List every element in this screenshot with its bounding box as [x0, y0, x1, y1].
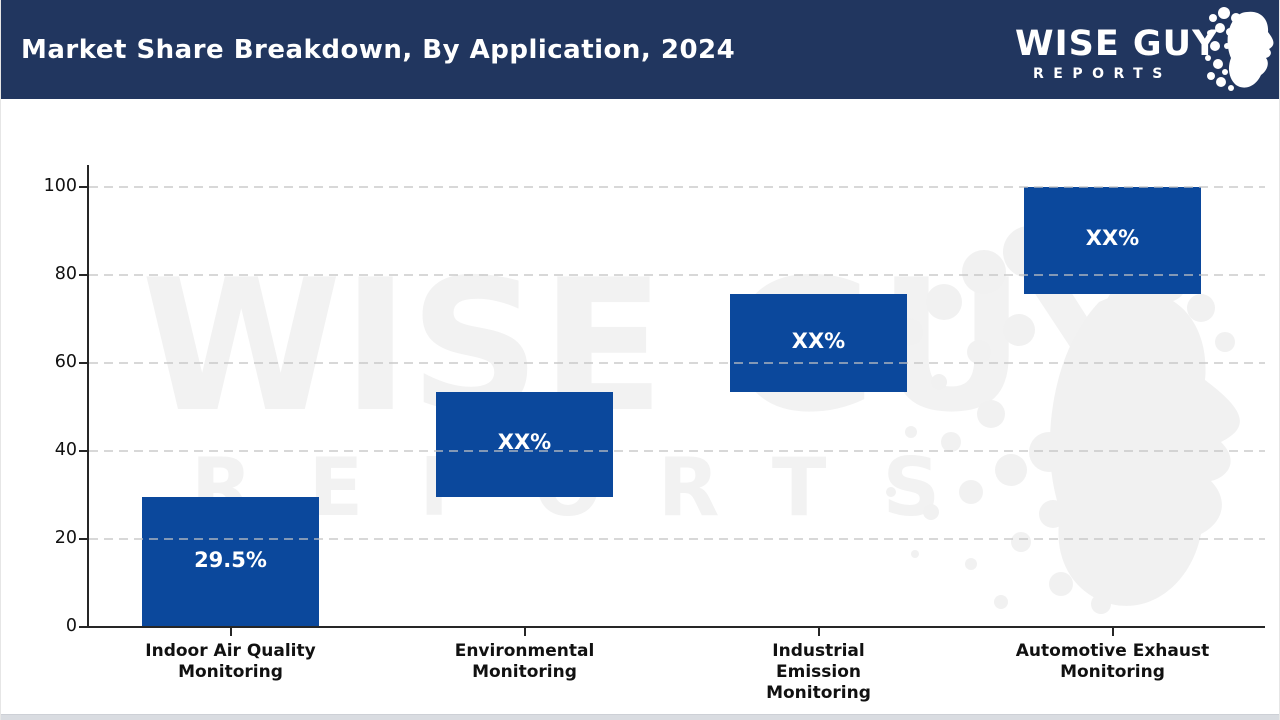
- x-axis-spine: [87, 626, 1265, 628]
- grid-line: [89, 537, 1265, 540]
- y-axis-tick: [79, 273, 87, 276]
- footer-strip: [1, 714, 1279, 720]
- x-axis-tick: [229, 628, 232, 636]
- y-tick-label: 100: [43, 175, 77, 196]
- brand-logo: WISE GUY REPORTS: [1015, 6, 1274, 94]
- y-axis-tick: [79, 626, 87, 628]
- grid-line: [89, 361, 1265, 364]
- waterfall-bar-segment: [730, 293, 907, 392]
- waterfall-bar-segment: [142, 497, 319, 627]
- x-category-label: Indoor Air Quality Monitoring: [81, 641, 381, 683]
- bar-value-label: XX%: [497, 430, 552, 455]
- y-axis-spine: [87, 165, 89, 628]
- wiseguy-face-icon: [1205, 7, 1274, 91]
- y-tick-label: 40: [54, 439, 77, 460]
- bar-value-label: XX%: [1085, 226, 1140, 251]
- waterfall-bar-segment: [436, 391, 613, 498]
- bar-value-label: XX%: [791, 328, 846, 353]
- x-category-label: Environmental Monitoring: [375, 641, 675, 683]
- x-category-label-line: Industrial: [772, 641, 865, 661]
- x-category-label-line: Indoor Air Quality: [145, 641, 316, 661]
- bar-value-label: 29.5%: [194, 548, 267, 573]
- y-tick-label: 20: [54, 527, 77, 548]
- x-category-label-line: Monitoring: [766, 683, 871, 703]
- chart-title: Market Share Breakdown, By Application, …: [21, 34, 736, 65]
- x-axis-tick: [523, 628, 526, 636]
- x-category-label-line: Automotive Exhaust: [1015, 641, 1210, 661]
- x-axis-tick: [817, 628, 820, 636]
- y-tick-label: 0: [65, 616, 77, 636]
- y-axis-tick: [79, 537, 87, 540]
- x-category-label: Industrial Emission Monitoring: [669, 641, 969, 704]
- x-category-label-line: Monitoring: [178, 662, 283, 682]
- grid-line: [89, 273, 1265, 276]
- header-bar: Market Share Breakdown, By Application, …: [1, 0, 1279, 99]
- logo-reports-text: REPORTS: [1033, 66, 1172, 82]
- x-category-label-line: Emission: [776, 662, 861, 682]
- x-category-label-line: Environmental: [454, 641, 595, 661]
- y-tick-label: 60: [54, 351, 77, 372]
- y-tick-label: 80: [54, 263, 77, 284]
- x-category-label-line: Monitoring: [472, 662, 577, 682]
- x-category-label-line: Monitoring: [1060, 662, 1165, 682]
- x-category-label: Automotive Exhaust Monitoring: [963, 641, 1263, 683]
- y-axis-tick: [79, 449, 87, 452]
- y-axis-tick: [79, 185, 87, 188]
- logo-brand-text: WISE GUY: [1015, 24, 1219, 64]
- y-axis-tick: [79, 361, 87, 364]
- waterfall-bar-segment: [1024, 186, 1201, 294]
- grid-line: [89, 185, 1265, 188]
- grid-line: [89, 449, 1265, 452]
- x-axis-tick: [1111, 628, 1114, 636]
